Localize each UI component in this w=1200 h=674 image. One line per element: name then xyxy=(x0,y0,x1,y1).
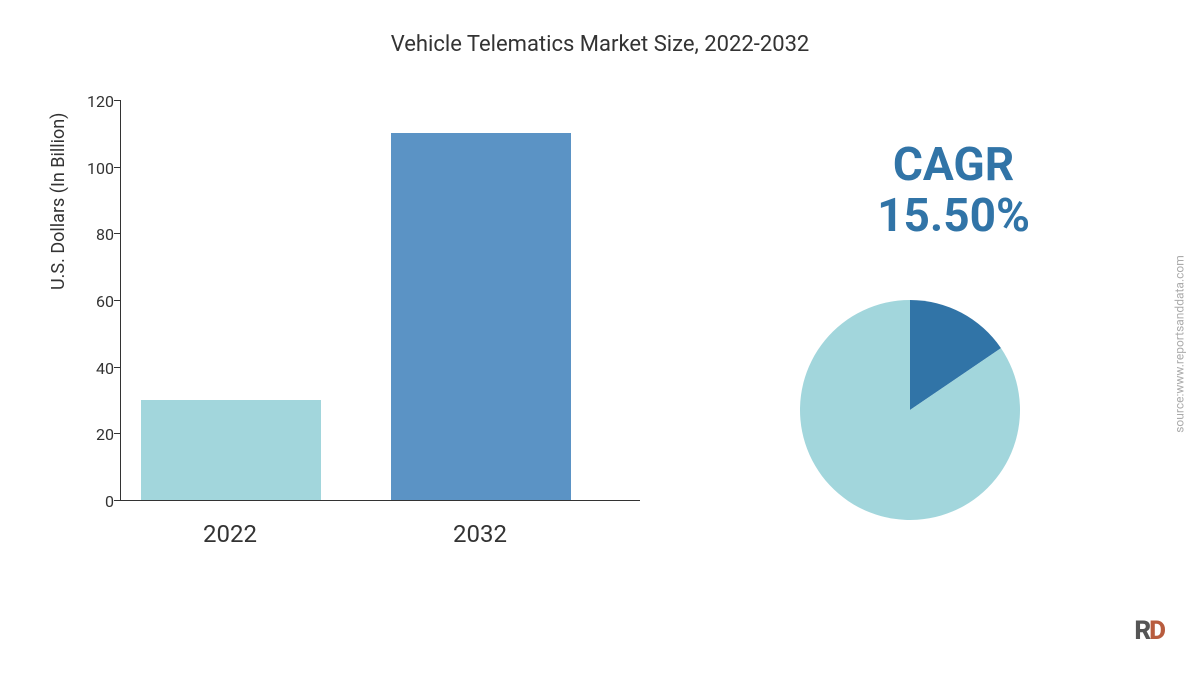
bar-2022 xyxy=(141,400,321,500)
ytick-label: 100 xyxy=(80,159,114,178)
pie-chart xyxy=(800,300,1020,520)
ytick-mark xyxy=(114,367,120,368)
xtick-label: 2032 xyxy=(430,520,530,548)
ytick-label: 0 xyxy=(80,492,114,511)
ytick-mark xyxy=(114,500,120,501)
cagr-label: CAGR xyxy=(877,140,1030,191)
chart-title: Vehicle Telematics Market Size, 2022-203… xyxy=(0,32,1200,57)
bar-2032 xyxy=(391,133,571,500)
y-axis-label: U.S. Dollars (In Billion) xyxy=(48,113,69,290)
ytick-label: 60 xyxy=(80,292,114,311)
x-axis xyxy=(120,500,640,501)
ytick-label: 20 xyxy=(80,425,114,444)
ytick-label: 40 xyxy=(80,359,114,378)
ytick-mark xyxy=(114,100,120,101)
logo-d: D xyxy=(1149,616,1164,646)
ytick-mark xyxy=(114,300,120,301)
cagr-block: CAGR 15.50% xyxy=(877,140,1030,241)
plot-region xyxy=(121,100,640,500)
ytick-mark xyxy=(114,167,120,168)
cagr-value: 15.50% xyxy=(877,191,1030,242)
bar-chart: 0 20 40 60 80 100 120 2022 2032 xyxy=(120,100,680,540)
xtick-label: 2022 xyxy=(180,520,280,548)
ytick-mark xyxy=(114,233,120,234)
logo: RD xyxy=(1134,616,1164,646)
logo-r: R xyxy=(1134,616,1149,646)
ytick-mark xyxy=(114,433,120,434)
ytick-label: 80 xyxy=(80,225,114,244)
source-text: source:www.reportsanddata.com xyxy=(1173,255,1187,433)
ytick-label: 120 xyxy=(80,92,114,111)
pie-svg xyxy=(800,300,1020,520)
